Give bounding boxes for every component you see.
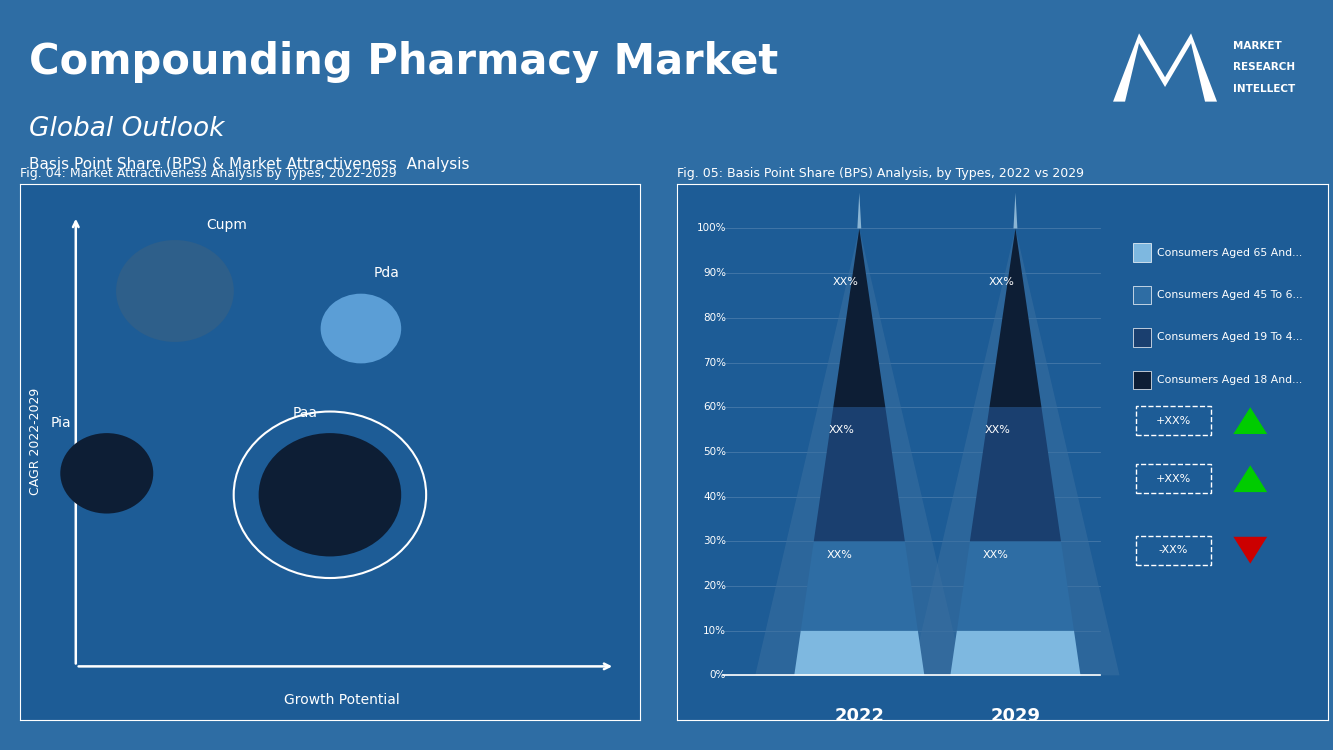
Text: Consumers Aged 18 And...: Consumers Aged 18 And... [1157, 375, 1302, 385]
Bar [1133, 370, 1150, 389]
Text: XX%: XX% [826, 550, 852, 560]
Polygon shape [794, 631, 924, 675]
Text: 20%: 20% [702, 581, 726, 591]
Circle shape [321, 294, 401, 364]
Text: 10%: 10% [702, 626, 726, 636]
Circle shape [116, 240, 233, 342]
Text: Consumers Aged 19 To 4...: Consumers Aged 19 To 4... [1157, 332, 1302, 343]
Text: Pda: Pda [373, 266, 399, 280]
Text: Fig. 05: Basis Point Share (BPS) Analysis, by Types, 2022 vs 2029: Fig. 05: Basis Point Share (BPS) Analysi… [677, 166, 1084, 180]
Text: Paa: Paa [293, 406, 317, 420]
Text: INTELLECT: INTELLECT [1233, 84, 1296, 94]
Text: 80%: 80% [702, 313, 726, 322]
Polygon shape [1113, 33, 1217, 102]
Text: Compounding Pharmacy Market: Compounding Pharmacy Market [29, 41, 778, 83]
Polygon shape [1013, 193, 1017, 229]
Polygon shape [1233, 407, 1268, 434]
Text: 40%: 40% [702, 491, 726, 502]
Polygon shape [833, 229, 885, 407]
Text: XX%: XX% [829, 424, 854, 434]
Polygon shape [912, 229, 1120, 675]
Text: RESEARCH: RESEARCH [1233, 62, 1296, 73]
Text: -XX%: -XX% [1158, 545, 1188, 555]
Text: +XX%: +XX% [1156, 474, 1190, 484]
Text: XX%: XX% [832, 277, 858, 287]
Text: 30%: 30% [702, 536, 726, 546]
Text: CAGR 2022-2029: CAGR 2022-2029 [29, 388, 43, 495]
Text: Pia: Pia [51, 416, 72, 430]
Text: 50%: 50% [702, 447, 726, 457]
Bar [1133, 328, 1150, 346]
Bar [1133, 286, 1150, 304]
Text: Cupm: Cupm [205, 218, 247, 232]
Polygon shape [756, 229, 964, 675]
Text: Consumers Aged 65 And...: Consumers Aged 65 And... [1157, 248, 1302, 257]
Polygon shape [957, 542, 1074, 631]
Text: Fig. 04: Market Attractiveness Analysis by Types, 2022-2029: Fig. 04: Market Attractiveness Analysis … [20, 166, 397, 180]
Polygon shape [950, 631, 1081, 675]
Text: Global Outlook: Global Outlook [29, 116, 225, 142]
Polygon shape [1233, 465, 1268, 492]
Circle shape [259, 433, 401, 556]
Text: MARKET: MARKET [1233, 41, 1282, 51]
Circle shape [60, 433, 153, 514]
Text: 100%: 100% [696, 224, 726, 233]
Polygon shape [801, 542, 918, 631]
Text: 0%: 0% [709, 670, 726, 680]
Text: Growth Potential: Growth Potential [284, 692, 400, 706]
Text: Basis Point Share (BPS) & Market Attractiveness  Analysis: Basis Point Share (BPS) & Market Attract… [29, 158, 469, 172]
Text: XX%: XX% [985, 424, 1010, 434]
Text: Consumers Aged 45 To 6...: Consumers Aged 45 To 6... [1157, 290, 1302, 300]
Polygon shape [970, 407, 1061, 542]
Polygon shape [857, 193, 861, 229]
Bar [1133, 243, 1150, 262]
Text: 90%: 90% [702, 268, 726, 278]
Text: XX%: XX% [988, 277, 1014, 287]
Text: 60%: 60% [702, 402, 726, 412]
Text: 2029: 2029 [990, 706, 1041, 724]
Polygon shape [989, 229, 1041, 407]
Text: 70%: 70% [702, 358, 726, 368]
Text: 2022: 2022 [834, 706, 884, 724]
Text: +XX%: +XX% [1156, 416, 1190, 425]
Text: XX%: XX% [982, 550, 1008, 560]
Polygon shape [1233, 537, 1268, 563]
Polygon shape [813, 407, 905, 542]
